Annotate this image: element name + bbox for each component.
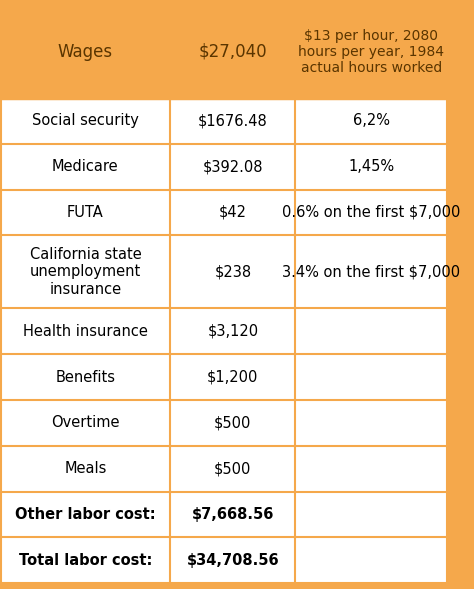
Bar (0, 309, 447, 354)
Text: Wages: Wages (58, 43, 113, 61)
Text: $27,040: $27,040 (199, 43, 267, 61)
Text: Health insurance: Health insurance (23, 324, 148, 339)
Text: Benefits: Benefits (55, 370, 115, 385)
Text: Overtime: Overtime (51, 415, 119, 431)
Bar (0, 144, 447, 190)
Text: Other labor cost:: Other labor cost: (15, 507, 156, 522)
Text: Medicare: Medicare (52, 159, 118, 174)
Bar (0, 98, 447, 144)
Text: $34,708.56: $34,708.56 (186, 552, 279, 568)
Text: $238: $238 (214, 264, 251, 279)
Text: $500: $500 (214, 415, 252, 431)
Text: Meals: Meals (64, 461, 107, 476)
Text: $392.08: $392.08 (202, 159, 263, 174)
Bar (0, 446, 447, 492)
Text: $500: $500 (214, 461, 252, 476)
Text: $3,120: $3,120 (207, 324, 258, 339)
Bar (0, 190, 447, 236)
Text: 3.4% on the first $7,000: 3.4% on the first $7,000 (282, 264, 460, 279)
Text: 0.6% on the first $7,000: 0.6% on the first $7,000 (282, 205, 461, 220)
Text: FUTA: FUTA (67, 205, 104, 220)
Text: 1,45%: 1,45% (348, 159, 394, 174)
Bar (0, 354, 447, 400)
Text: $13 per hour, 2080
hours per year, 1984
actual hours worked: $13 per hour, 2080 hours per year, 1984 … (298, 29, 444, 75)
Text: $7,668.56: $7,668.56 (191, 507, 274, 522)
Bar (0, 236, 447, 309)
Text: Social security: Social security (32, 114, 139, 128)
Bar (0, 537, 447, 583)
Bar (0, 492, 447, 537)
Text: $1676.48: $1676.48 (198, 114, 268, 128)
Text: Total labor cost:: Total labor cost: (18, 552, 152, 568)
Text: $42: $42 (219, 205, 247, 220)
Bar (0, 6, 447, 98)
Text: $1,200: $1,200 (207, 370, 258, 385)
Text: 6,2%: 6,2% (353, 114, 390, 128)
Bar (0, 400, 447, 446)
Text: California state
unemployment
insurance: California state unemployment insurance (29, 247, 141, 297)
